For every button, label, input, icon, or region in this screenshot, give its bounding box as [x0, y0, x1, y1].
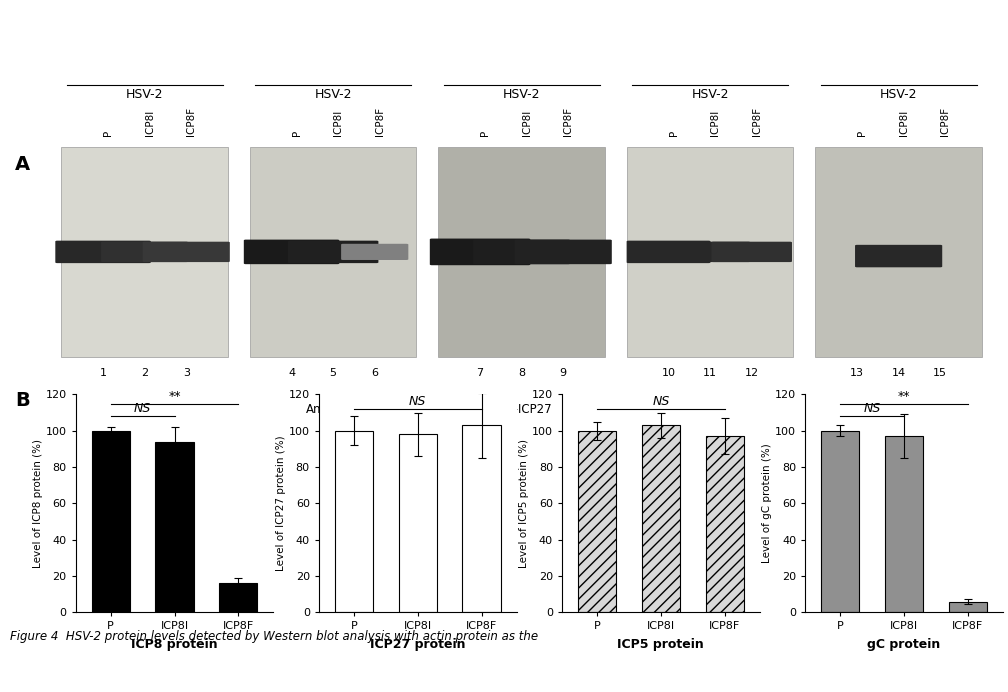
Bar: [642, 426, 680, 612]
FancyBboxPatch shape: [473, 239, 571, 264]
Text: 5: 5: [330, 368, 337, 378]
Text: P: P: [291, 129, 301, 136]
Text: Anti-ICP27: Anti-ICP27: [491, 403, 552, 416]
FancyBboxPatch shape: [244, 239, 340, 264]
FancyBboxPatch shape: [515, 239, 612, 264]
Bar: [155, 441, 194, 612]
Text: 14: 14: [891, 368, 906, 378]
Text: ICP8I: ICP8I: [898, 109, 908, 136]
Bar: [335, 430, 373, 612]
Bar: [92, 430, 130, 612]
Text: HSV-2: HSV-2: [691, 88, 729, 101]
Text: HSV-2: HSV-2: [503, 88, 540, 101]
Text: P: P: [857, 129, 867, 136]
FancyBboxPatch shape: [142, 242, 230, 262]
Bar: [706, 436, 744, 612]
Bar: [949, 601, 987, 612]
FancyBboxPatch shape: [288, 241, 378, 263]
Text: ICP8F: ICP8F: [186, 107, 197, 136]
Text: Anti-Actin: Anti-Actin: [116, 403, 173, 416]
Text: ICP8F: ICP8F: [752, 107, 762, 136]
Text: Anti-ICP8: Anti-ICP8: [306, 403, 360, 416]
Text: ICP8F: ICP8F: [940, 107, 951, 136]
Text: ICP8I: ICP8I: [333, 109, 343, 136]
Bar: [463, 426, 501, 612]
Y-axis label: Level of ICP27 protein (%): Level of ICP27 protein (%): [276, 436, 286, 571]
FancyBboxPatch shape: [429, 239, 530, 265]
Text: 11: 11: [704, 368, 717, 378]
Text: 10: 10: [661, 368, 675, 378]
Bar: [627, 147, 793, 356]
Text: A: A: [15, 155, 30, 174]
Text: 8: 8: [518, 368, 525, 378]
Text: HSV-2: HSV-2: [126, 88, 163, 101]
Text: Figure 4  HSV-2 protein levels detected by Western blot analysis with actin prot: Figure 4 HSV-2 protein levels detected b…: [10, 630, 538, 643]
Text: 6: 6: [371, 368, 378, 378]
Text: ICP8F: ICP8F: [375, 107, 385, 136]
Text: 3: 3: [182, 368, 190, 378]
Text: P: P: [103, 129, 113, 136]
X-axis label: ICP8 protein: ICP8 protein: [131, 639, 218, 651]
Text: NS: NS: [409, 395, 426, 408]
FancyBboxPatch shape: [55, 241, 151, 263]
FancyBboxPatch shape: [341, 244, 408, 260]
X-axis label: ICP5 protein: ICP5 protein: [618, 639, 705, 651]
FancyBboxPatch shape: [670, 242, 750, 262]
Text: NS: NS: [864, 402, 881, 415]
Bar: [250, 147, 416, 356]
Bar: [822, 430, 860, 612]
FancyBboxPatch shape: [627, 241, 711, 263]
Bar: [438, 147, 605, 356]
Text: B: B: [15, 391, 30, 410]
Text: 13: 13: [850, 368, 864, 378]
Text: **: **: [898, 390, 910, 403]
Text: 15: 15: [933, 368, 948, 378]
Text: ICP8I: ICP8I: [144, 109, 154, 136]
Y-axis label: Level of ICP5 protein (%): Level of ICP5 protein (%): [519, 439, 529, 568]
Text: NS: NS: [134, 402, 151, 415]
Text: Anti-gC: Anti-gC: [877, 403, 920, 416]
Y-axis label: Level of ICP8 protein (%): Level of ICP8 protein (%): [32, 439, 42, 568]
Bar: [61, 147, 228, 356]
Text: 7: 7: [477, 368, 484, 378]
Bar: [398, 435, 436, 612]
Text: P: P: [668, 129, 678, 136]
Bar: [219, 583, 257, 612]
Text: 12: 12: [745, 368, 759, 378]
Text: HSV-2: HSV-2: [314, 88, 352, 101]
FancyBboxPatch shape: [101, 242, 188, 262]
Text: 1: 1: [100, 368, 107, 378]
Bar: [578, 430, 616, 612]
X-axis label: gC protein: gC protein: [868, 639, 940, 651]
Text: **: **: [168, 390, 180, 403]
Text: Anti-ICP5: Anti-ICP5: [683, 403, 737, 416]
Text: 4: 4: [288, 368, 295, 378]
Text: NS: NS: [652, 395, 669, 408]
Text: HSV-2: HSV-2: [880, 88, 917, 101]
X-axis label: ICP27 protein: ICP27 protein: [370, 639, 466, 651]
Text: ICP8I: ICP8I: [522, 109, 531, 136]
Text: ICP8F: ICP8F: [563, 107, 574, 136]
Text: P: P: [480, 129, 490, 136]
Bar: [815, 147, 982, 356]
Text: 9: 9: [559, 368, 566, 378]
Y-axis label: Level of gC protein (%): Level of gC protein (%): [762, 444, 772, 563]
Text: 2: 2: [141, 368, 148, 378]
Bar: [885, 436, 923, 612]
FancyBboxPatch shape: [712, 242, 792, 262]
FancyBboxPatch shape: [855, 245, 942, 267]
Text: ICP8I: ICP8I: [710, 109, 720, 136]
